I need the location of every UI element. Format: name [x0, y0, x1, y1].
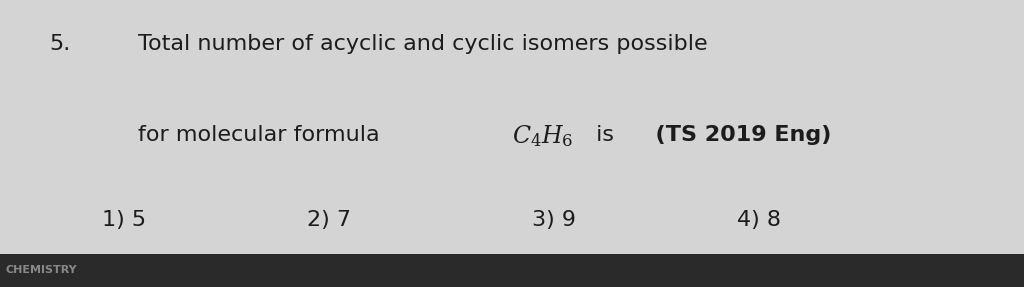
Text: 5.: 5.	[49, 34, 71, 55]
Text: 3) 9: 3) 9	[532, 210, 577, 230]
Text: (TS 2019 Eng): (TS 2019 Eng)	[640, 125, 831, 145]
Text: CHEMISTRY: CHEMISTRY	[5, 265, 77, 276]
Text: $C_4H_6$: $C_4H_6$	[512, 123, 573, 149]
Bar	[0, 254, 1024, 287]
Text: 1) 5: 1) 5	[102, 210, 146, 230]
Text: 2) 7: 2) 7	[307, 210, 351, 230]
Text: Total number of acyclic and cyclic isomers possible: Total number of acyclic and cyclic isome…	[138, 34, 708, 55]
Text: for molecular formula: for molecular formula	[138, 125, 387, 145]
Text: is: is	[589, 125, 613, 145]
Text: 4) 8: 4) 8	[737, 210, 781, 230]
